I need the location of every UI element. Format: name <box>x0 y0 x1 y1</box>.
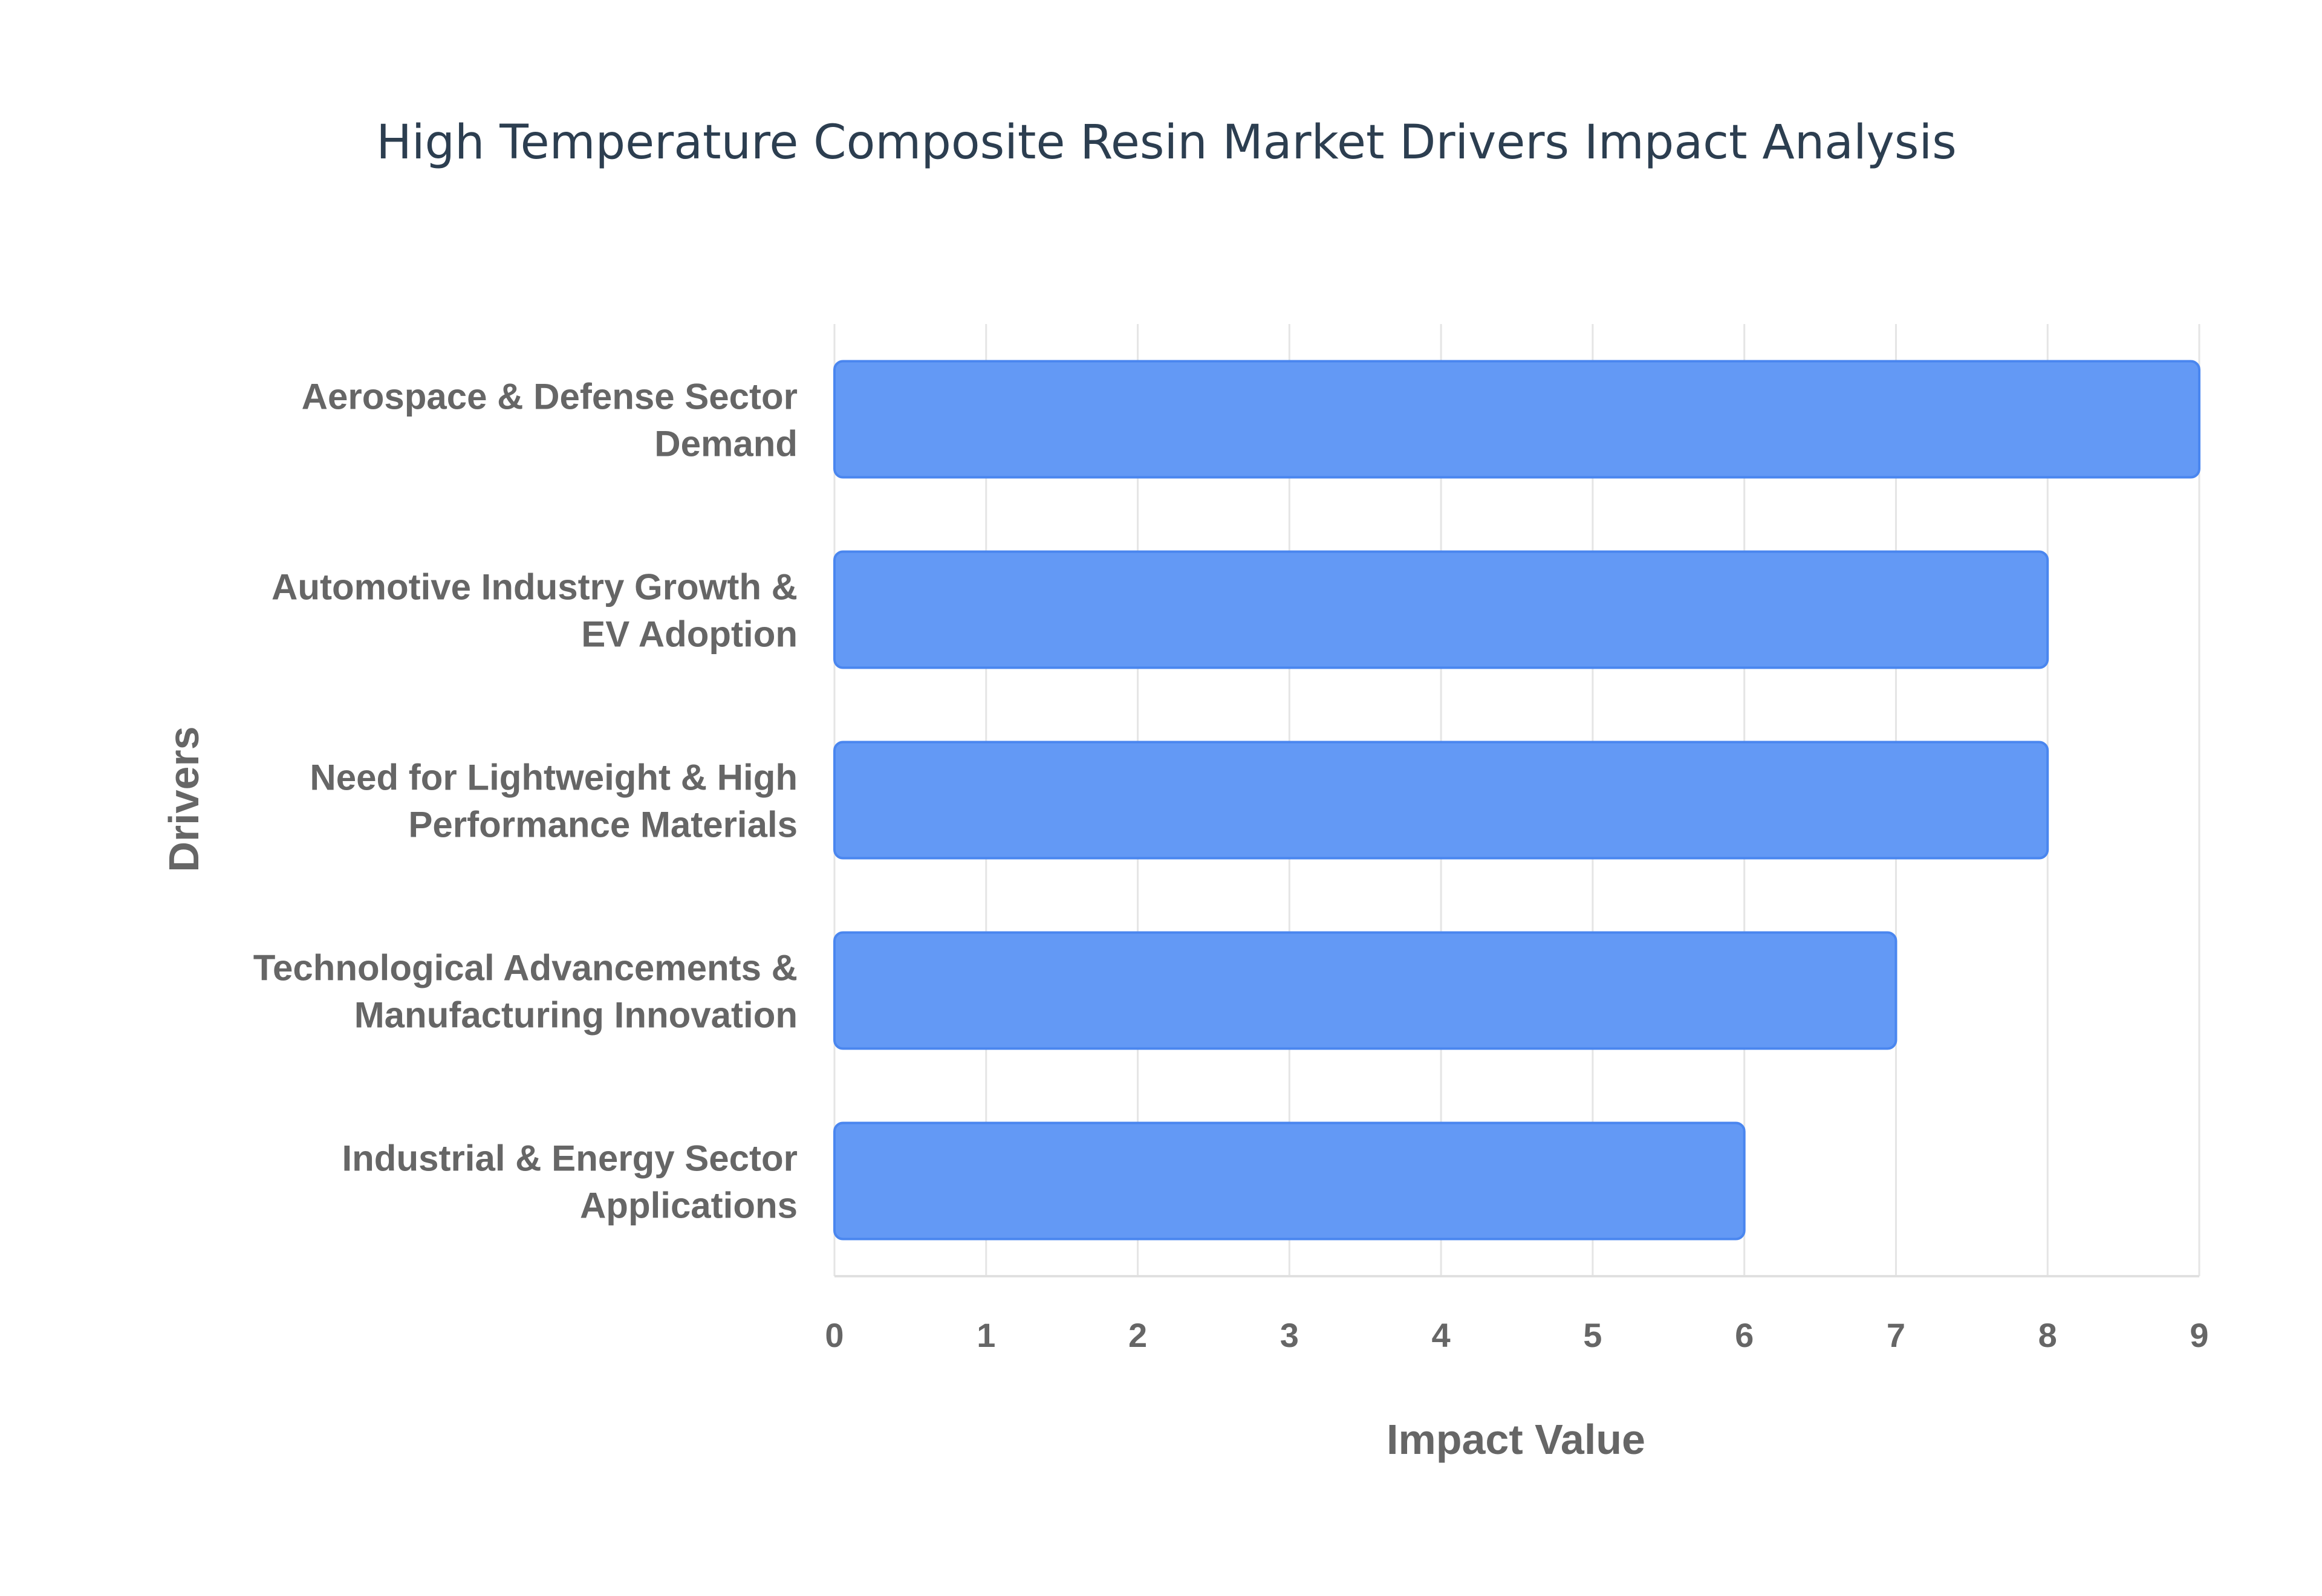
x-axis-title: Impact Value <box>1387 1416 1645 1463</box>
category-label: Industrial & Energy Sector <box>342 1138 798 1179</box>
category-label: Automotive Industry Growth & <box>272 567 798 608</box>
x-tick-label: 1 <box>977 1316 995 1354</box>
bar[interactable] <box>833 741 2049 860</box>
bar[interactable] <box>833 360 2200 479</box>
x-tick-label: 4 <box>1432 1316 1451 1354</box>
category-label: Demand <box>654 424 798 464</box>
category-labels: Aerospace & Defense Sector Demand Automoti… <box>253 377 798 1226</box>
bar[interactable] <box>833 931 1898 1050</box>
x-tick-label: 6 <box>1735 1316 1754 1354</box>
category-label: Performance Materials <box>408 805 798 845</box>
bar[interactable] <box>833 550 2049 669</box>
category-label: EV Adoption <box>581 614 798 655</box>
category-label: Technological Advancements & <box>253 948 798 988</box>
category-label: Aerospace & Defense Sector <box>302 377 798 417</box>
bar[interactable] <box>833 1121 1746 1241</box>
x-tick-label: 5 <box>1583 1316 1602 1354</box>
x-tick-label: 7 <box>1887 1316 1905 1354</box>
x-tick-label: 0 <box>825 1316 844 1354</box>
chart-title: High Temperature Composite Resin Market … <box>376 115 1957 170</box>
bars <box>833 360 2200 1241</box>
category-label: Need for Lightweight & High <box>310 757 798 798</box>
y-axis-title: Drivers <box>160 726 207 872</box>
x-tick-label: 3 <box>1280 1316 1299 1354</box>
x-tick-labels: 0 1 2 3 4 5 6 7 8 9 <box>825 1316 2208 1354</box>
x-tick-label: 2 <box>1128 1316 1147 1354</box>
category-label: Applications <box>580 1186 798 1226</box>
x-tick-label: 9 <box>2190 1316 2208 1354</box>
x-tick-label: 8 <box>2038 1316 2057 1354</box>
category-label: Manufacturing Innovation <box>354 995 798 1036</box>
